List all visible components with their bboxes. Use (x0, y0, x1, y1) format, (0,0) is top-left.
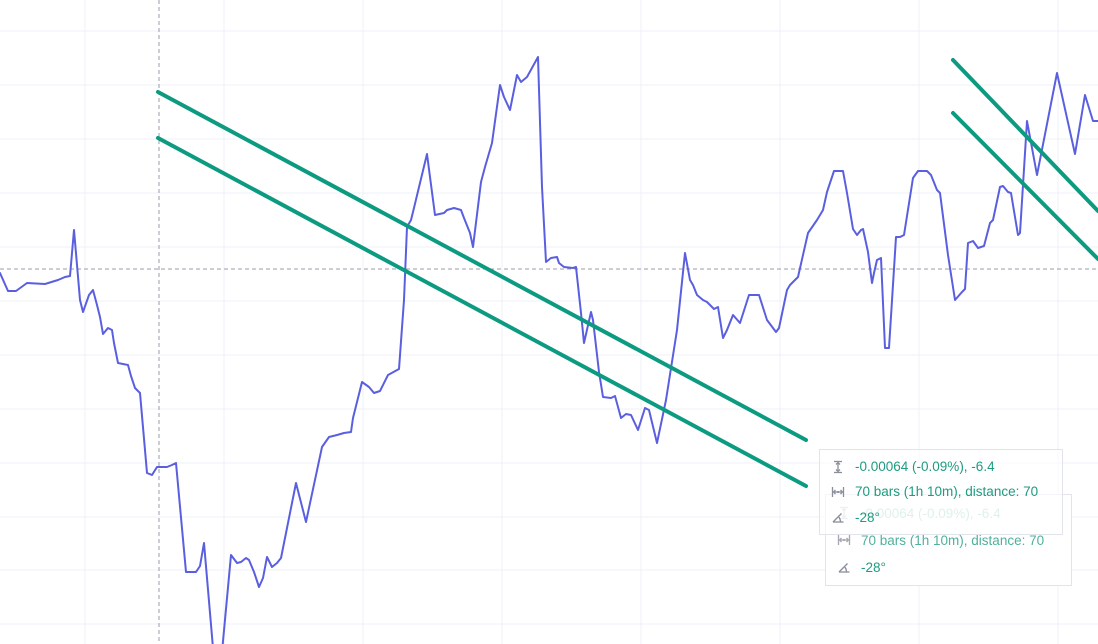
parallel-channel-2-upper-line[interactable] (951, 58, 1098, 213)
bars-range-icon (831, 486, 845, 497)
price-line[interactable] (0, 56, 1098, 644)
tooltip-angle-text: -28° (855, 509, 880, 525)
tooltip-bars-range-text: 70 bars (1h 10m), distance: 70 (855, 484, 1039, 500)
measurement-tooltip: -0.00064 (-0.09%), -6.4 70 bars (1h 10m)… (819, 449, 1063, 535)
tooltip-row-price-range: -0.00064 (-0.09%), -6.4 (830, 454, 1052, 479)
tooltip-row-angle: -28° (836, 554, 1061, 581)
tooltip-row-angle: -28° (830, 505, 1052, 530)
angle-icon (838, 563, 850, 573)
price-range-icon (834, 460, 842, 473)
angle-icon (832, 513, 844, 523)
parallel-channel-2-lower-line[interactable] (951, 111, 1098, 261)
bars-range-icon (837, 535, 851, 545)
tooltip-angle-text: -28° (861, 559, 886, 575)
tooltip-row-bars-range: 70 bars (1h 10m), distance: 70 (830, 479, 1052, 504)
tooltip-price-range-text: -0.00064 (-0.09%), -6.4 (855, 459, 995, 475)
tooltip-row-bars-range: 70 bars (1h 10m), distance: 70 (836, 527, 1061, 554)
parallel-channel-1-upper-line[interactable] (156, 90, 808, 442)
tooltip-bars-range-text: 70 bars (1h 10m), distance: 70 (861, 532, 1045, 548)
parallel-channel-1-lower-line[interactable] (156, 136, 808, 488)
